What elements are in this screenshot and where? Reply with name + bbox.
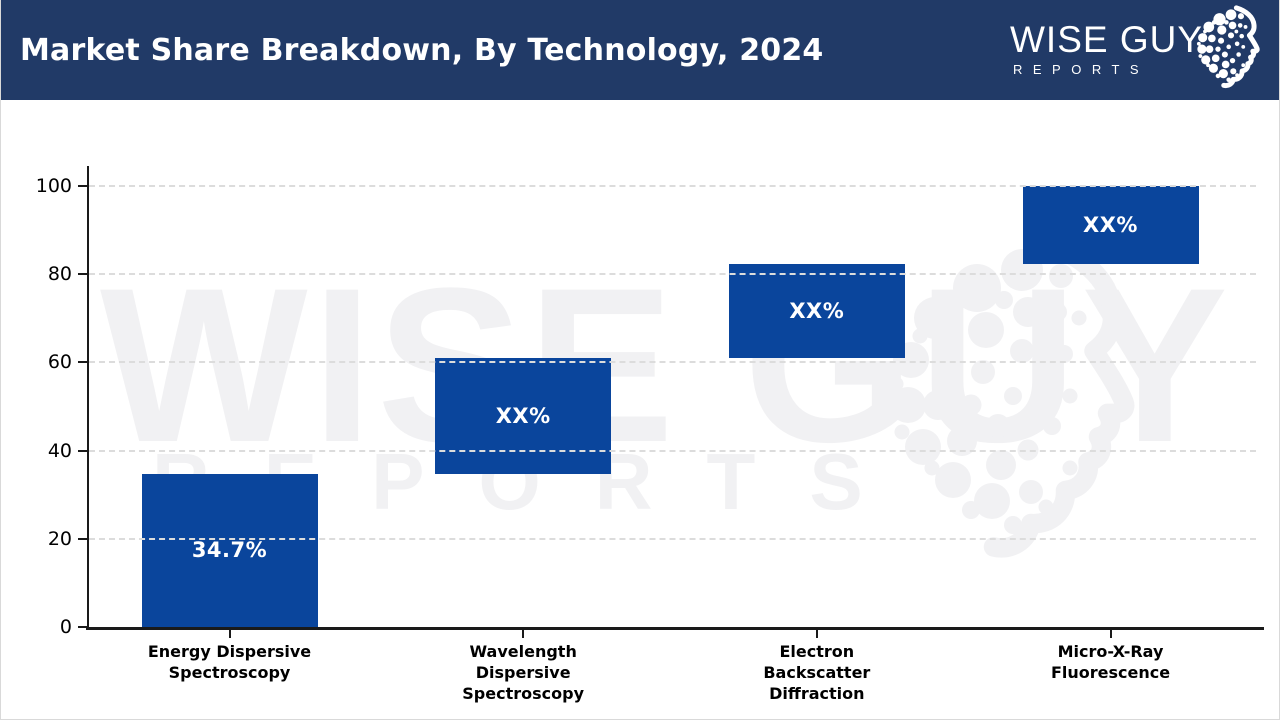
gridline [89, 449, 1256, 452]
x-axis-tick [1109, 630, 1112, 638]
y-axis-tick [78, 626, 87, 628]
bar-value-label: XX% [495, 403, 551, 428]
bar-value-label: XX% [1083, 213, 1138, 238]
bar-segment: 34.7% [141, 473, 318, 627]
brand-head-icon [1192, 4, 1270, 92]
x-axis-category-label: Electron Backscatter Diffraction [763, 642, 871, 703]
brand-tagline: REPORTS [1013, 62, 1150, 77]
gridline [89, 273, 1256, 276]
x-axis-line [86, 627, 1264, 630]
header-banner: Market Share Breakdown, By Technology, 2… [0, 0, 1280, 100]
chart-title: Market Share Breakdown, By Technology, 2… [20, 32, 824, 68]
brand-name: WISE GUY [1010, 19, 1204, 60]
x-axis-category-label: Wavelength Dispersive Spectroscopy [462, 642, 585, 703]
gridline [89, 185, 1256, 187]
y-axis-tick [78, 537, 87, 540]
x-axis-category-label: Energy Dispersive Spectroscopy [147, 642, 312, 682]
y-axis-tick-label: 40 [47, 439, 72, 462]
y-axis-tick-label: 0 [59, 616, 72, 638]
x-axis-category-label: Micro-X-Ray Fluorescence [1050, 642, 1171, 682]
y-axis-tick [78, 449, 87, 452]
y-axis-tick-label: 100 [35, 175, 72, 197]
y-axis-line [87, 166, 89, 629]
brand-logo: WISE GUY REPORTS [1010, 8, 1262, 92]
y-axis-tick-label: 20 [47, 527, 72, 550]
bar-segment: XX% [1022, 186, 1199, 265]
x-axis-tick [522, 630, 525, 638]
bar-value-label: 34.7% [191, 538, 268, 563]
bar-segment: XX% [728, 264, 905, 358]
y-axis-tick [78, 273, 87, 276]
bar-value-label: XX% [789, 299, 845, 323]
watermark-brand-name: WISE GUY [100, 242, 1233, 488]
x-axis-tick [815, 630, 818, 638]
y-axis-tick [78, 361, 87, 364]
y-axis-tick [78, 185, 87, 187]
gridline [89, 361, 1256, 364]
x-axis-tick [228, 630, 231, 638]
y-axis-tick-label: 80 [47, 263, 72, 286]
bar-segment: XX% [435, 357, 612, 474]
gridline [89, 537, 1256, 540]
y-axis-tick-label: 60 [47, 351, 72, 374]
brand-logo-text: WISE GUY REPORTS [1010, 21, 1203, 77]
